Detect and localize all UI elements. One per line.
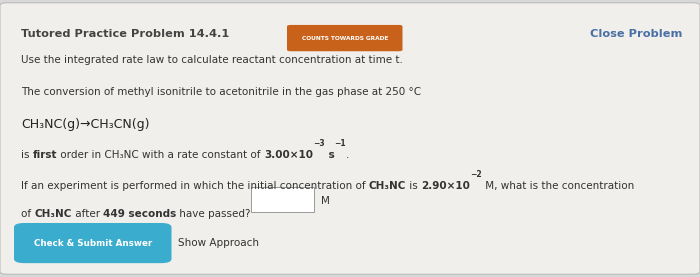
Text: Tutored Practice Problem 14.4.1: Tutored Practice Problem 14.4.1 [21, 29, 230, 39]
FancyBboxPatch shape [287, 25, 402, 51]
Text: 2.90×10: 2.90×10 [421, 181, 470, 191]
Text: Use the integrated rate law to calculate reactant concentration at time t.: Use the integrated rate law to calculate… [21, 55, 403, 65]
Text: M, what is the concentration: M, what is the concentration [482, 181, 634, 191]
Text: −2: −2 [470, 170, 482, 179]
Text: .: . [346, 150, 349, 160]
Text: s: s [325, 150, 335, 160]
Text: after: after [71, 209, 103, 219]
Text: COUNTS TOWARDS GRADE: COUNTS TOWARDS GRADE [302, 35, 388, 41]
FancyBboxPatch shape [251, 187, 314, 212]
Text: 449 seconds: 449 seconds [103, 209, 176, 219]
Text: The conversion of methyl isonitrile to acetonitrile in the gas phase at 250 °C: The conversion of methyl isonitrile to a… [21, 87, 421, 97]
Text: Check & Submit Answer: Check & Submit Answer [34, 238, 152, 248]
Text: of: of [21, 209, 34, 219]
Text: −1: −1 [335, 138, 346, 147]
Text: first: first [33, 150, 57, 160]
Text: −3: −3 [313, 138, 325, 147]
Text: is: is [406, 181, 421, 191]
Text: M: M [321, 196, 330, 206]
FancyBboxPatch shape [14, 223, 172, 263]
Text: CH₃NC(g)→CH₃CN(g): CH₃NC(g)→CH₃CN(g) [21, 118, 150, 131]
Text: Show Approach: Show Approach [178, 238, 260, 248]
Text: CH₃NC: CH₃NC [34, 209, 71, 219]
Text: order in CH₃NC with a rate constant of: order in CH₃NC with a rate constant of [57, 150, 264, 160]
Text: CH₃NC: CH₃NC [369, 181, 406, 191]
Text: If an experiment is performed in which the initial concentration of: If an experiment is performed in which t… [21, 181, 369, 191]
Text: 3.00×10: 3.00×10 [264, 150, 313, 160]
FancyBboxPatch shape [0, 3, 700, 274]
Text: Close Problem: Close Problem [590, 29, 682, 39]
Text: is: is [21, 150, 33, 160]
Text: have passed?: have passed? [176, 209, 251, 219]
